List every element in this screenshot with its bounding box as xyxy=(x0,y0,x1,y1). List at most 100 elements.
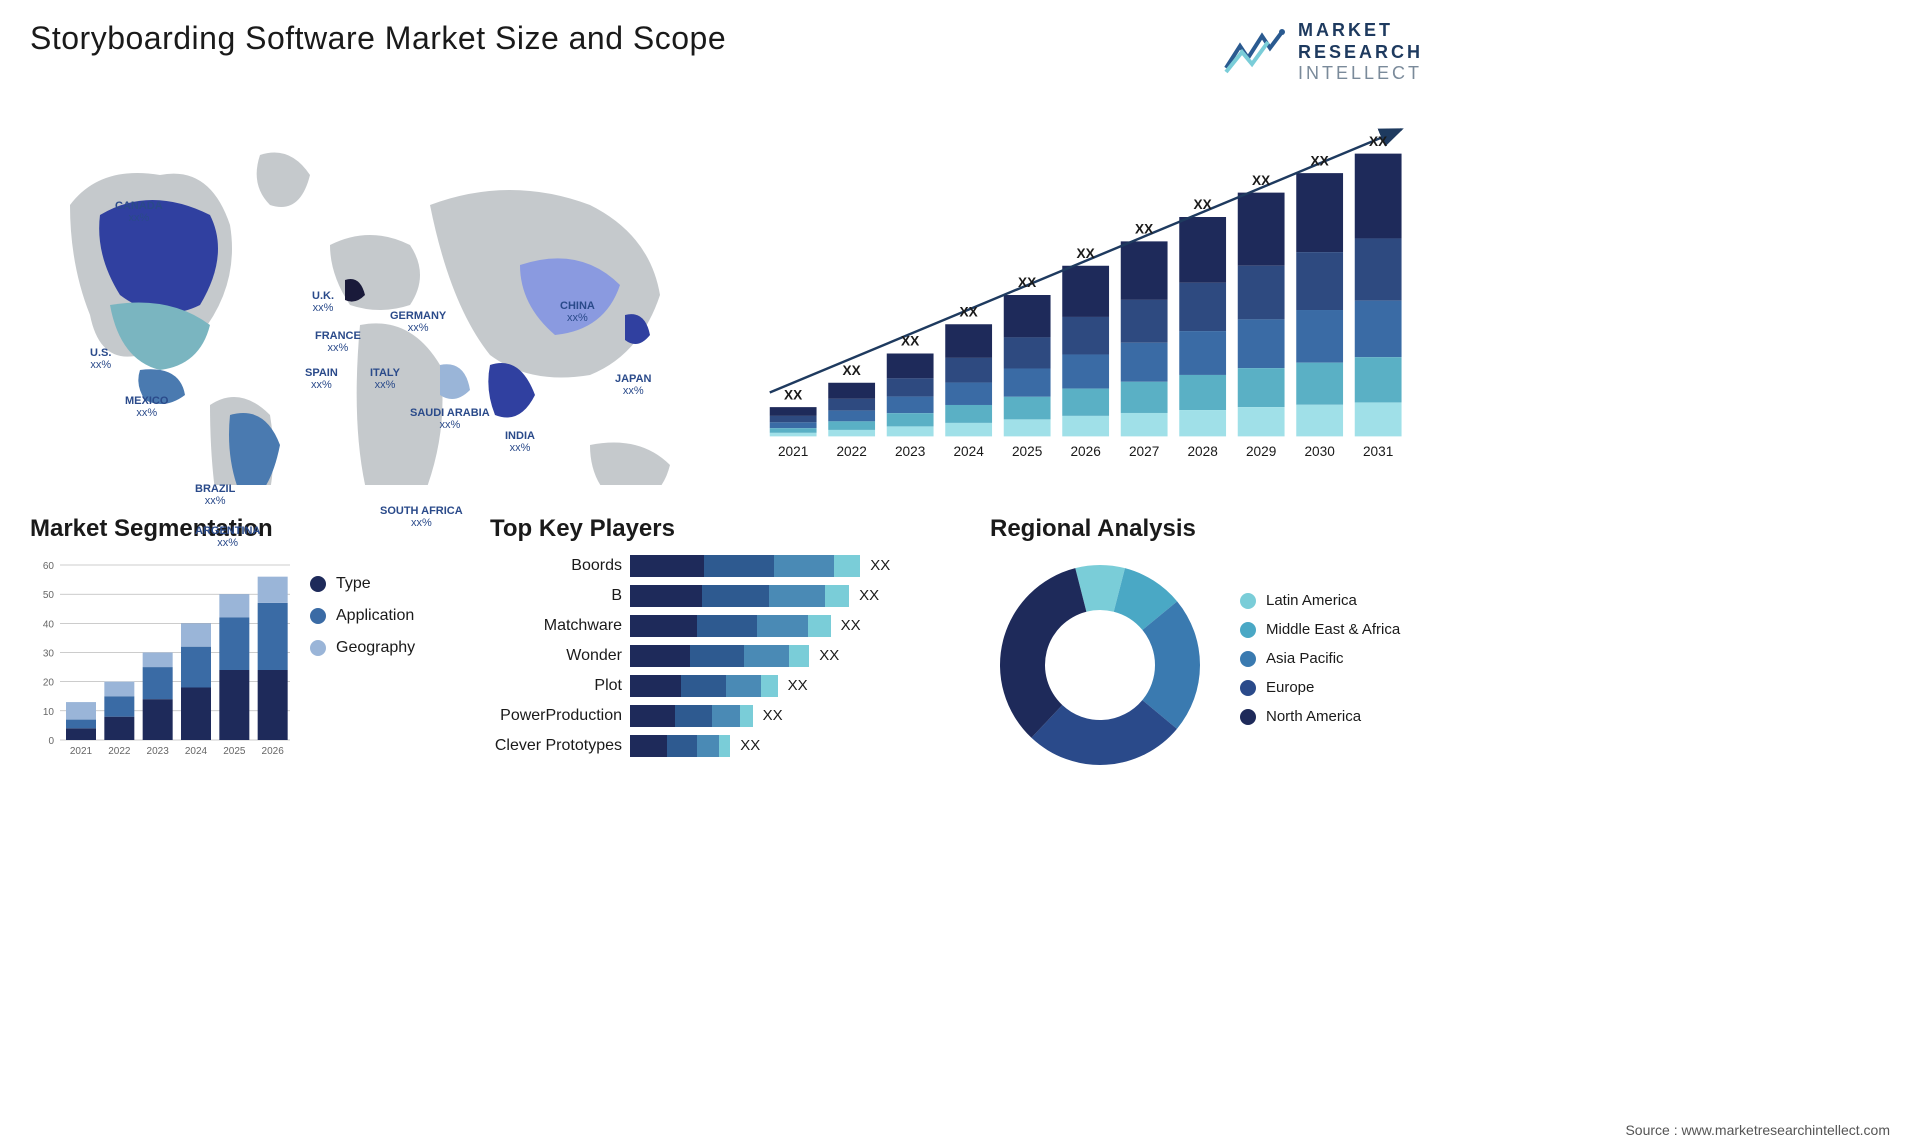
svg-text:2025: 2025 xyxy=(1012,444,1043,459)
regional-legend: Latin America Middle East & Africa Asia Pa… xyxy=(1240,592,1423,737)
svg-text:2024: 2024 xyxy=(185,746,208,757)
svg-text:2022: 2022 xyxy=(108,746,131,757)
legend-item: Geography xyxy=(310,639,460,657)
svg-text:30: 30 xyxy=(43,648,55,659)
key-player-value: XX xyxy=(819,647,839,664)
key-player-row: PowerProduction XX xyxy=(490,705,960,727)
logo-text-3: INTELLECT xyxy=(1298,63,1423,85)
svg-text:XX: XX xyxy=(1194,197,1212,212)
svg-text:XX: XX xyxy=(960,304,978,319)
key-player-name: Wonder xyxy=(490,647,630,665)
key-player-value: XX xyxy=(740,737,760,754)
key-player-row: Clever Prototypes XX xyxy=(490,735,960,757)
key-player-row: B XX xyxy=(490,585,960,607)
svg-text:XX: XX xyxy=(1311,153,1329,168)
svg-text:10: 10 xyxy=(43,707,55,718)
svg-text:2028: 2028 xyxy=(1187,444,1217,459)
svg-text:2025: 2025 xyxy=(223,746,246,757)
map-label: SAUDI ARABIAxx% xyxy=(410,407,490,431)
svg-text:20: 20 xyxy=(43,677,55,688)
svg-text:2023: 2023 xyxy=(895,444,925,459)
map-label: ARGENTINAxx% xyxy=(195,525,260,549)
svg-text:XX: XX xyxy=(1135,221,1153,236)
key-player-value: XX xyxy=(763,707,783,724)
map-label: CHINAxx% xyxy=(560,300,595,324)
legend-item: Latin America xyxy=(1240,592,1423,609)
svg-text:2023: 2023 xyxy=(147,746,170,757)
svg-text:2021: 2021 xyxy=(778,444,808,459)
world-map-panel: CANADAxx%U.S.xx%MEXICOxx%BRAZILxx%ARGENT… xyxy=(30,105,720,485)
key-player-name: Matchware xyxy=(490,617,630,635)
key-player-row: Boords XX xyxy=(490,555,960,577)
key-player-value: XX xyxy=(841,617,861,634)
segmentation-panel: Market Segmentation 0102030405060 202120… xyxy=(30,515,460,775)
legend-item: Middle East & Africa xyxy=(1240,621,1423,638)
key-player-row: Matchware XX xyxy=(490,615,960,637)
map-label: BRAZILxx% xyxy=(195,483,235,507)
svg-text:2027: 2027 xyxy=(1129,444,1159,459)
map-label: INDIAxx% xyxy=(505,430,535,454)
key-player-value: XX xyxy=(788,677,808,694)
svg-text:2029: 2029 xyxy=(1246,444,1276,459)
svg-text:2026: 2026 xyxy=(1070,444,1100,459)
map-label: FRANCExx% xyxy=(315,330,361,354)
svg-text:XX: XX xyxy=(843,363,861,378)
map-label: SPAINxx% xyxy=(305,367,338,391)
svg-text:2022: 2022 xyxy=(836,444,866,459)
map-label: ITALYxx% xyxy=(370,367,400,391)
key-player-value: XX xyxy=(859,587,879,604)
key-players-panel: Top Key Players BoordsXXBXXMatchwareXXWo… xyxy=(490,515,960,775)
world-map xyxy=(30,105,720,485)
legend-item: Asia Pacific xyxy=(1240,650,1423,667)
svg-text:2030: 2030 xyxy=(1304,444,1335,459)
segmentation-chart: 0 10 20 30 40 50 60 2021 2022 2023 2024 2025 2026 xyxy=(30,555,290,765)
key-player-row: Plot XX xyxy=(490,675,960,697)
map-label: U.K.xx% xyxy=(312,290,334,314)
svg-text:2021: 2021 xyxy=(70,746,93,757)
brand-logo: MARKET RESEARCH INTELLECT xyxy=(1222,20,1423,85)
key-player-name: B xyxy=(490,587,630,605)
map-label: MEXICOxx% xyxy=(125,395,168,419)
growth-chart-panel: XX 2021 XX 2022 XX 2023 XX 2024 XX 2025 XX 2026 XX 20… xyxy=(760,105,1423,485)
key-players-title: Top Key Players xyxy=(490,515,960,543)
logo-text-2: RESEARCH xyxy=(1298,42,1423,64)
key-player-name: Boords xyxy=(490,557,630,575)
legend-item: North America xyxy=(1240,708,1423,725)
segmentation-legend: Type Application Geography xyxy=(310,555,460,765)
svg-text:0: 0 xyxy=(48,736,54,747)
legend-item: Application xyxy=(310,607,460,625)
key-player-value: XX xyxy=(870,557,890,574)
map-label: CANADAxx% xyxy=(115,200,163,224)
regional-donut-chart xyxy=(990,555,1210,775)
map-label: SOUTH AFRICAxx% xyxy=(380,505,463,529)
regional-title: Regional Analysis xyxy=(990,515,1423,543)
regional-panel: Regional Analysis Latin America Middle Ea… xyxy=(990,515,1423,775)
legend-item: Europe xyxy=(1240,679,1423,696)
svg-text:XX: XX xyxy=(1252,173,1270,188)
key-player-row: Wonder XX xyxy=(490,645,960,667)
map-label: U.S.xx% xyxy=(90,347,111,371)
page-title: Storyboarding Software Market Size and S… xyxy=(30,20,726,57)
svg-text:50: 50 xyxy=(43,590,55,601)
logo-text-1: MARKET xyxy=(1298,20,1423,42)
svg-text:XX: XX xyxy=(784,387,802,402)
svg-text:2024: 2024 xyxy=(953,444,984,459)
source-attribution: Source : www.marketresearchintellect.com xyxy=(1625,1122,1890,1138)
svg-text:XX: XX xyxy=(1369,134,1387,149)
svg-text:60: 60 xyxy=(43,561,55,572)
logo-icon xyxy=(1222,28,1286,76)
key-player-name: Plot xyxy=(490,677,630,695)
svg-text:XX: XX xyxy=(901,333,919,348)
svg-text:XX: XX xyxy=(1018,275,1036,290)
growth-bar-chart: XX 2021 XX 2022 XX 2023 XX 2024 XX 2025 XX 2026 XX 20… xyxy=(760,105,1423,485)
key-player-name: Clever Prototypes xyxy=(490,737,630,755)
svg-text:40: 40 xyxy=(43,619,55,630)
legend-item: Type xyxy=(310,575,460,593)
key-player-name: PowerProduction xyxy=(490,707,630,725)
map-label: GERMANYxx% xyxy=(390,310,446,334)
map-label: JAPANxx% xyxy=(615,373,651,397)
key-players-list: BoordsXXBXXMatchwareXXWonderXXPlotXXPowe… xyxy=(490,555,960,757)
svg-text:2026: 2026 xyxy=(262,746,285,757)
svg-text:XX: XX xyxy=(1077,246,1095,261)
svg-text:2031: 2031 xyxy=(1363,444,1393,459)
